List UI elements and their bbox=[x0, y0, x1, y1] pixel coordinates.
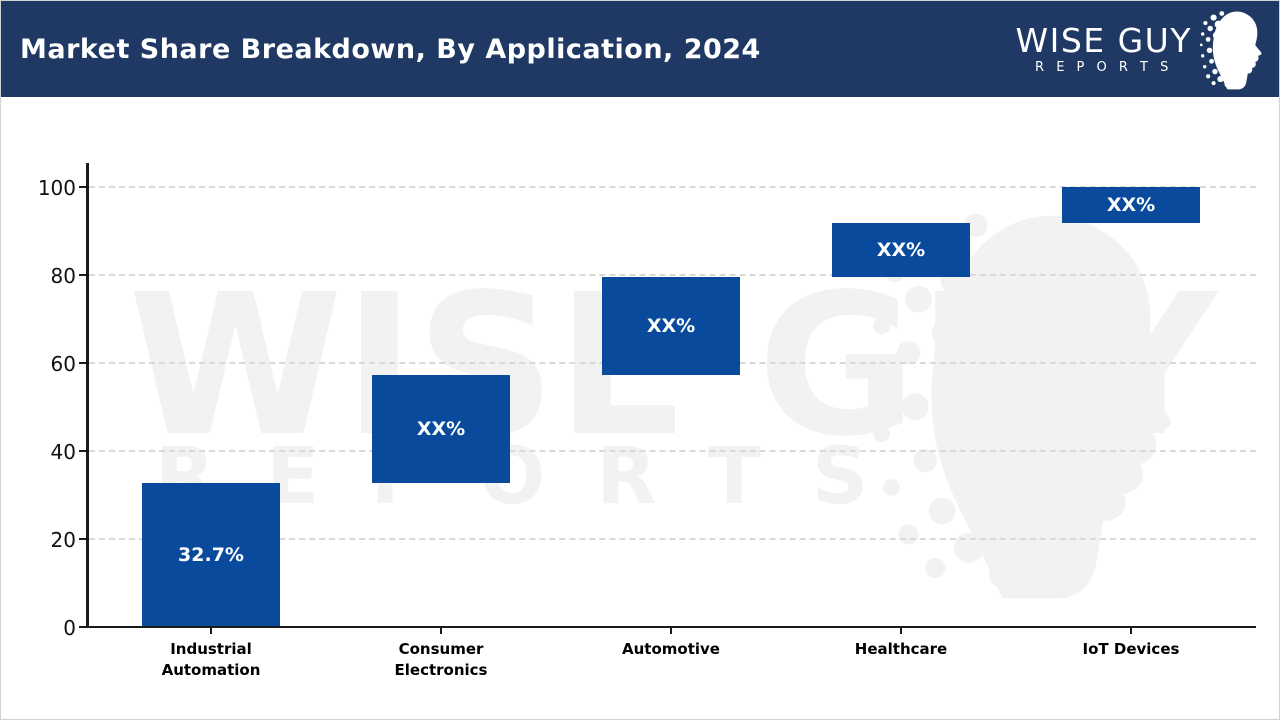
gridline bbox=[89, 450, 1256, 452]
bar-industrial-automation: 32.7% bbox=[142, 483, 280, 627]
logo-wordmark: WISE GUY bbox=[1015, 20, 1192, 60]
y-tick-mark bbox=[79, 362, 87, 364]
x-tick-mark bbox=[670, 628, 672, 634]
y-tick-label: 40 bbox=[50, 440, 76, 464]
y-tick-label: 80 bbox=[50, 264, 76, 288]
category-label-line: Industrial bbox=[170, 640, 252, 658]
x-tick-mark bbox=[210, 628, 212, 634]
bar-value-label: XX% bbox=[1106, 194, 1156, 217]
wiseguy-logo: WISE GUY R E P O R T S bbox=[1015, 6, 1266, 92]
bar-value-label: 32.7% bbox=[178, 544, 244, 567]
wiseguy-head-icon bbox=[1199, 11, 1262, 90]
category-label-industrial-automation: Industrial Automation bbox=[96, 639, 326, 681]
x-axis-line bbox=[86, 625, 1256, 628]
category-label-line: Automotive bbox=[622, 640, 720, 658]
header: Market Share Breakdown, By Application, … bbox=[0, 0, 1280, 97]
x-tick-mark bbox=[1130, 628, 1132, 634]
logo-text: WISE GUY R E P O R T S bbox=[1015, 20, 1192, 76]
gridline bbox=[89, 538, 1256, 540]
gridline bbox=[89, 186, 1256, 188]
category-label-line: Consumer bbox=[398, 640, 484, 658]
category-label-healthcare: Healthcare bbox=[786, 639, 1016, 660]
logo-reports: R E P O R T S bbox=[1035, 60, 1173, 76]
bar-iot-devices: XX% bbox=[1062, 187, 1200, 224]
x-tick-mark bbox=[440, 628, 442, 634]
y-tick-mark bbox=[79, 274, 87, 276]
bar-consumer-electronics: XX% bbox=[372, 374, 510, 484]
y-tick-mark bbox=[79, 450, 87, 452]
y-tick-label: 100 bbox=[37, 176, 76, 200]
y-tick-label: 60 bbox=[50, 352, 76, 376]
category-label-consumer-electronics: Consumer Electronics bbox=[326, 639, 556, 681]
y-tick-mark bbox=[79, 626, 87, 628]
category-label-line: Healthcare bbox=[854, 640, 948, 658]
bar-value-label: XX% bbox=[646, 315, 696, 338]
bar-automotive: XX% bbox=[602, 277, 740, 375]
y-tick-mark bbox=[79, 186, 87, 188]
y-axis-line bbox=[86, 163, 89, 627]
bar-healthcare: XX% bbox=[832, 223, 970, 278]
bar-value-label: XX% bbox=[876, 239, 926, 262]
x-tick-mark bbox=[900, 628, 902, 634]
category-label-line: Electronics bbox=[394, 661, 488, 679]
gridline bbox=[89, 274, 1256, 276]
y-tick-mark bbox=[79, 538, 87, 540]
category-label-automotive: Automotive bbox=[556, 639, 786, 660]
bar-value-label: XX% bbox=[416, 417, 466, 440]
page-title: Market Share Breakdown, By Application, … bbox=[20, 34, 761, 65]
y-tick-label: 0 bbox=[63, 616, 76, 640]
category-label-iot-devices: IoT Devices bbox=[1016, 639, 1246, 660]
category-label-line: Automation bbox=[161, 661, 261, 679]
category-label-line: IoT Devices bbox=[1082, 640, 1180, 658]
y-tick-label: 20 bbox=[50, 528, 76, 552]
